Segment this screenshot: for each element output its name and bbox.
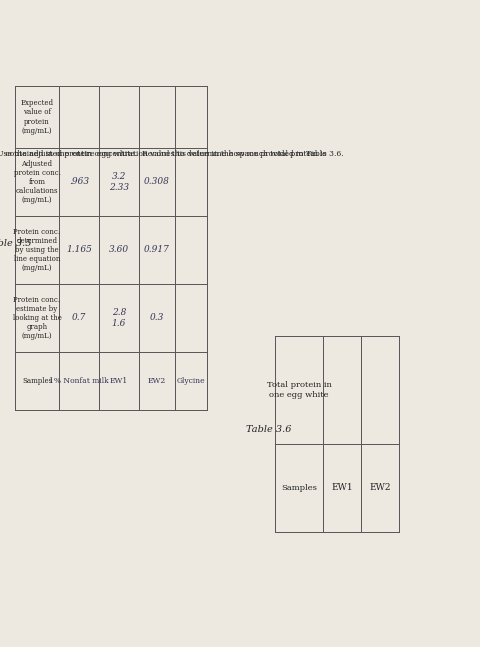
Text: 0.3: 0.3 (149, 314, 164, 322)
Text: EW2: EW2 (369, 483, 390, 492)
Text: 0.7: 0.7 (72, 314, 86, 322)
Text: 7.  Use the adjusted protein concentration values to determine how much total pr: 7. Use the adjusted protein concentratio… (0, 150, 326, 158)
Text: 3.2
2.33: 3.2 2.33 (108, 172, 129, 192)
Text: 0.917: 0.917 (144, 245, 169, 254)
Text: Samples: Samples (280, 484, 316, 492)
Text: EW1: EW1 (109, 377, 128, 385)
Text: Samples: Samples (22, 377, 52, 385)
Text: Table 3.5: Table 3.5 (0, 239, 32, 248)
Text: 0.308: 0.308 (144, 177, 169, 186)
Text: EW2: EW2 (147, 377, 166, 385)
Text: Adjusted
protein conc.
from
calculations
(mg/mL): Adjusted protein conc. from calculations… (13, 160, 60, 204)
Text: 1.165: 1.165 (66, 245, 92, 254)
Text: Table 3.6: Table 3.6 (246, 425, 291, 434)
Text: Protein conc.
determined
by using the
line equation
(mg/mL): Protein conc. determined by using the li… (13, 228, 60, 272)
Text: .963: .963 (69, 177, 89, 186)
Text: Protein conc.
estimate by
looking at the
graph
(mg/mL): Protein conc. estimate by looking at the… (12, 296, 61, 340)
Text: EW1: EW1 (331, 483, 352, 492)
Text: Total protein in
one egg white: Total protein in one egg white (266, 381, 331, 399)
Text: contained in one entire egg white.  Record this value in the space provided in T: contained in one entire egg white. Recor… (0, 150, 343, 158)
Text: 2.8
1.6: 2.8 1.6 (111, 309, 126, 327)
Text: 1% Nonfat milk: 1% Nonfat milk (49, 377, 108, 385)
Text: Expected
value of
protein
(mg/mL): Expected value of protein (mg/mL) (21, 99, 53, 135)
Text: 3.60: 3.60 (108, 245, 129, 254)
Text: Glycine: Glycine (176, 377, 205, 385)
